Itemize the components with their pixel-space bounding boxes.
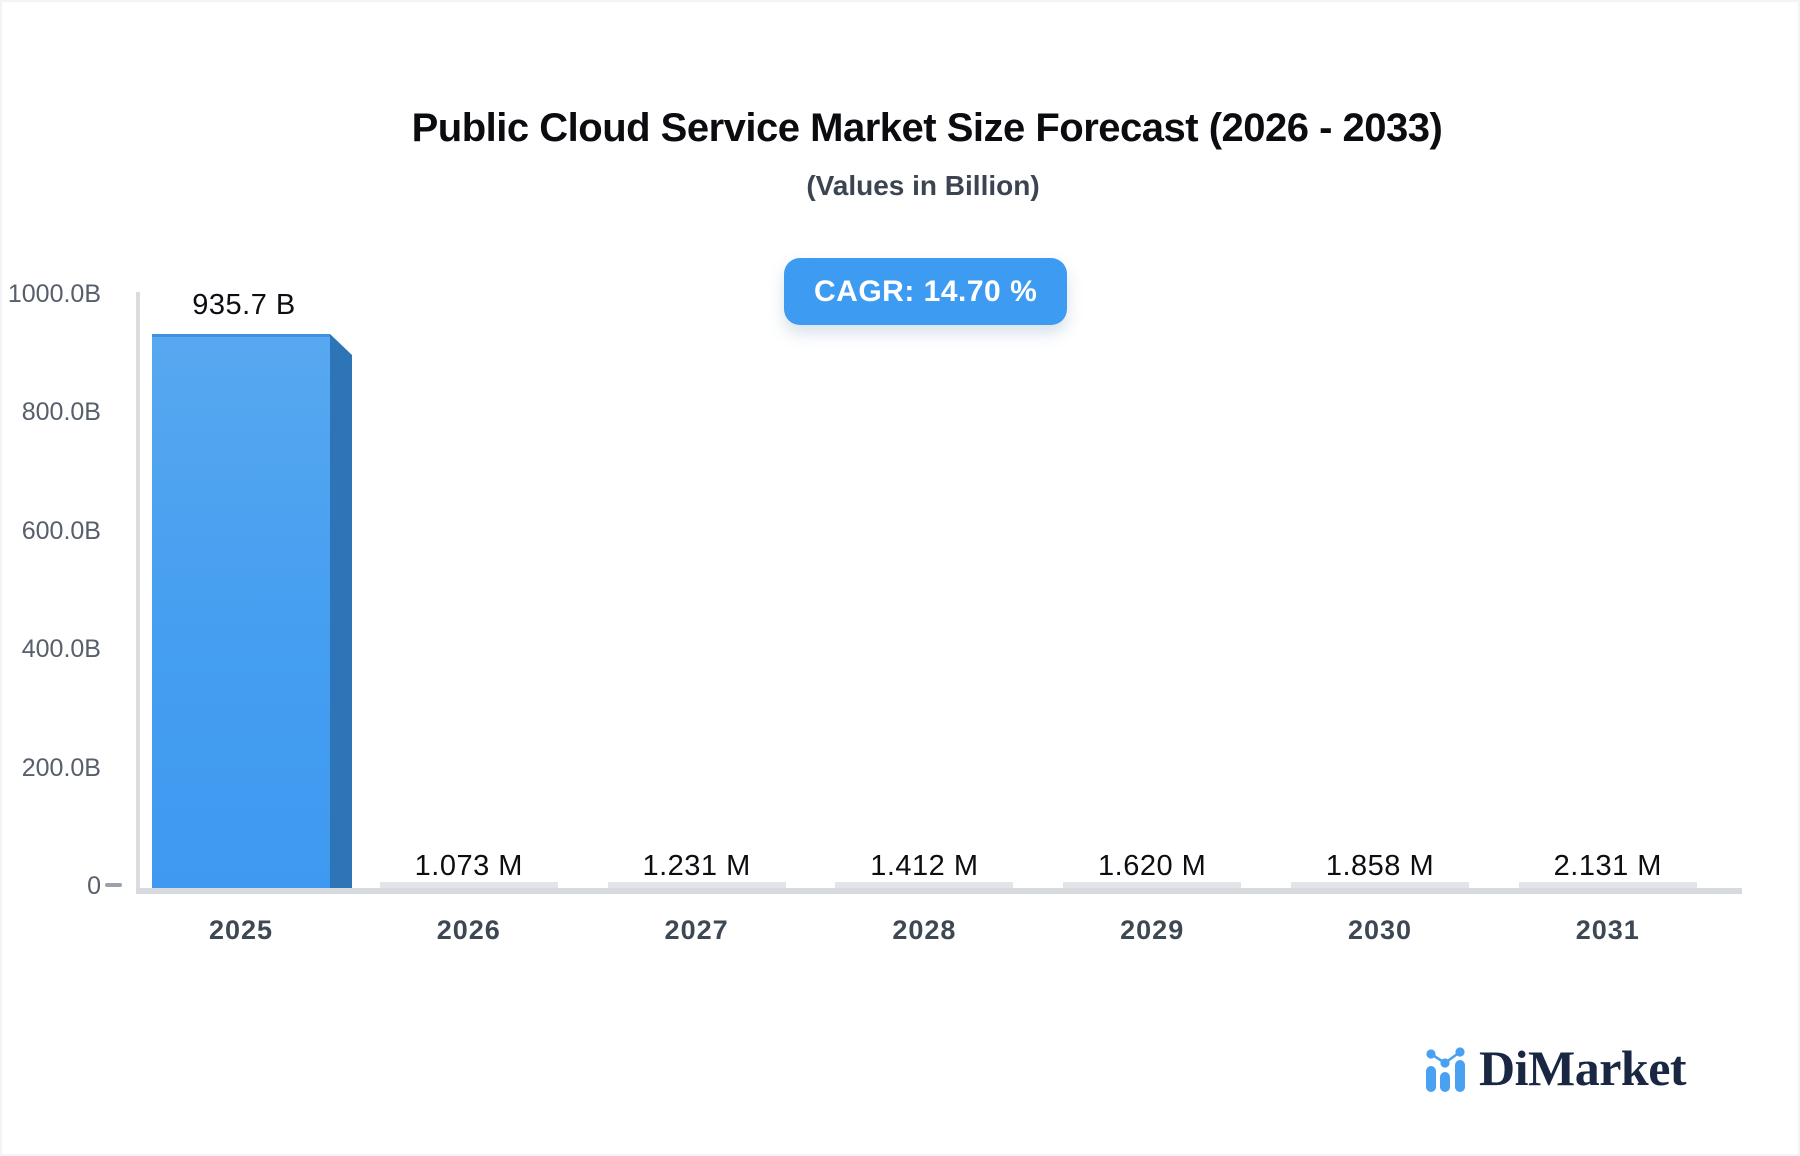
bar-value-label: 1.858 M xyxy=(1325,850,1435,882)
cagr-badge: CAGR: 14.70 % xyxy=(784,258,1068,325)
x-axis-year-label: 2028 xyxy=(892,915,957,945)
y-tick-label: 600.0B xyxy=(21,516,101,545)
y-tick-label: 200.0B xyxy=(21,753,101,782)
bar-side-face xyxy=(330,334,352,889)
flat-bar-2030 xyxy=(1291,882,1469,888)
x-axis-baseline xyxy=(136,888,1742,894)
bar-value-label: 1.412 M xyxy=(870,850,979,882)
mini-bar-chart-icon xyxy=(1426,1047,1465,1092)
y-axis-line xyxy=(136,292,140,892)
zero-tick-dash xyxy=(105,883,122,887)
bar-value-label: 935.7 B xyxy=(192,289,296,321)
flat-bar-2029 xyxy=(1063,882,1242,888)
x-axis-year-label: 2031 xyxy=(1575,915,1640,945)
x-axis-year-label: 2030 xyxy=(1347,915,1413,945)
y-tick-label: 400.0B xyxy=(21,635,101,664)
chart-subtitle: (Values in Billion) xyxy=(806,170,1040,201)
x-axis-year-label: 2026 xyxy=(436,915,501,945)
y-tick-label: 1000.0B xyxy=(7,280,101,308)
y-tick-label: 800.0B xyxy=(21,398,101,427)
chart-title: Public Cloud Service Market Size Forecas… xyxy=(411,106,1443,150)
flat-bar-2028 xyxy=(835,882,1014,888)
flat-bar-2027 xyxy=(607,882,786,888)
flat-bar-2026 xyxy=(379,882,558,888)
bar-value-label: 1.620 M xyxy=(1098,850,1207,882)
bar-2025 xyxy=(152,334,352,889)
bar-value-label: 1.231 M xyxy=(642,850,751,882)
y-tick-label: 0 xyxy=(87,872,101,900)
x-axis-year-label: 2027 xyxy=(664,915,729,945)
dimarket-logo-text: DiMarket xyxy=(1479,1040,1687,1096)
dimarket-logo: DiMarket xyxy=(1422,1039,1752,1109)
bar-front-face xyxy=(152,334,330,889)
bar-value-label: 2.131 M xyxy=(1553,850,1662,882)
x-axis-year-label: 2025 xyxy=(208,915,274,945)
bar-value-label: 1.073 M xyxy=(414,850,523,882)
x-axis-year-label: 2029 xyxy=(1120,915,1185,945)
flat-bar-2031 xyxy=(1518,882,1697,888)
